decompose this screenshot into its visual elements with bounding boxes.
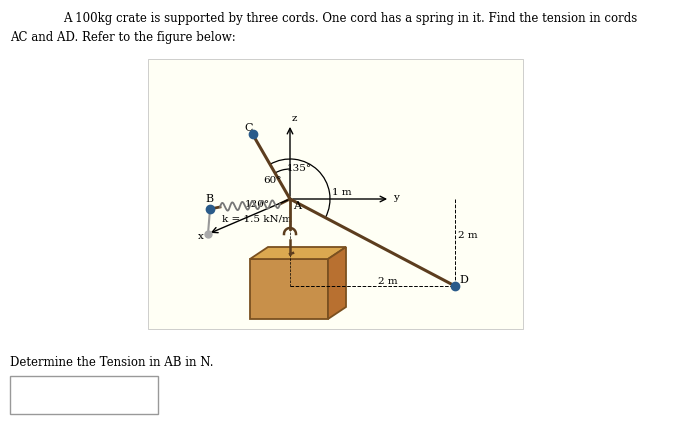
- Text: C: C: [244, 123, 253, 133]
- Polygon shape: [328, 247, 346, 319]
- Text: D: D: [459, 275, 468, 285]
- Text: A: A: [293, 201, 301, 211]
- Text: y: y: [393, 193, 399, 202]
- Text: A 100kg crate is supported by three cords. One cord has a spring in it. Find the: A 100kg crate is supported by three cord…: [63, 12, 637, 25]
- Polygon shape: [250, 247, 346, 259]
- Text: Determine the Tension in AB in N.: Determine the Tension in AB in N.: [10, 356, 214, 369]
- FancyBboxPatch shape: [10, 376, 158, 414]
- Text: x: x: [198, 232, 204, 241]
- Text: 2 m: 2 m: [377, 277, 397, 286]
- Polygon shape: [250, 259, 328, 319]
- Text: 2 m: 2 m: [458, 231, 477, 240]
- Text: z: z: [292, 114, 298, 123]
- Text: 1 m: 1 m: [332, 188, 351, 197]
- FancyBboxPatch shape: [148, 59, 523, 329]
- Text: 60°: 60°: [263, 176, 281, 185]
- Text: AC and AD. Refer to the figure below:: AC and AD. Refer to the figure below:: [10, 31, 236, 44]
- Text: B: B: [205, 194, 213, 204]
- Text: 135°: 135°: [287, 164, 312, 173]
- Text: k = 1.5 kN/m: k = 1.5 kN/m: [222, 214, 292, 223]
- Text: 120°: 120°: [245, 200, 270, 209]
